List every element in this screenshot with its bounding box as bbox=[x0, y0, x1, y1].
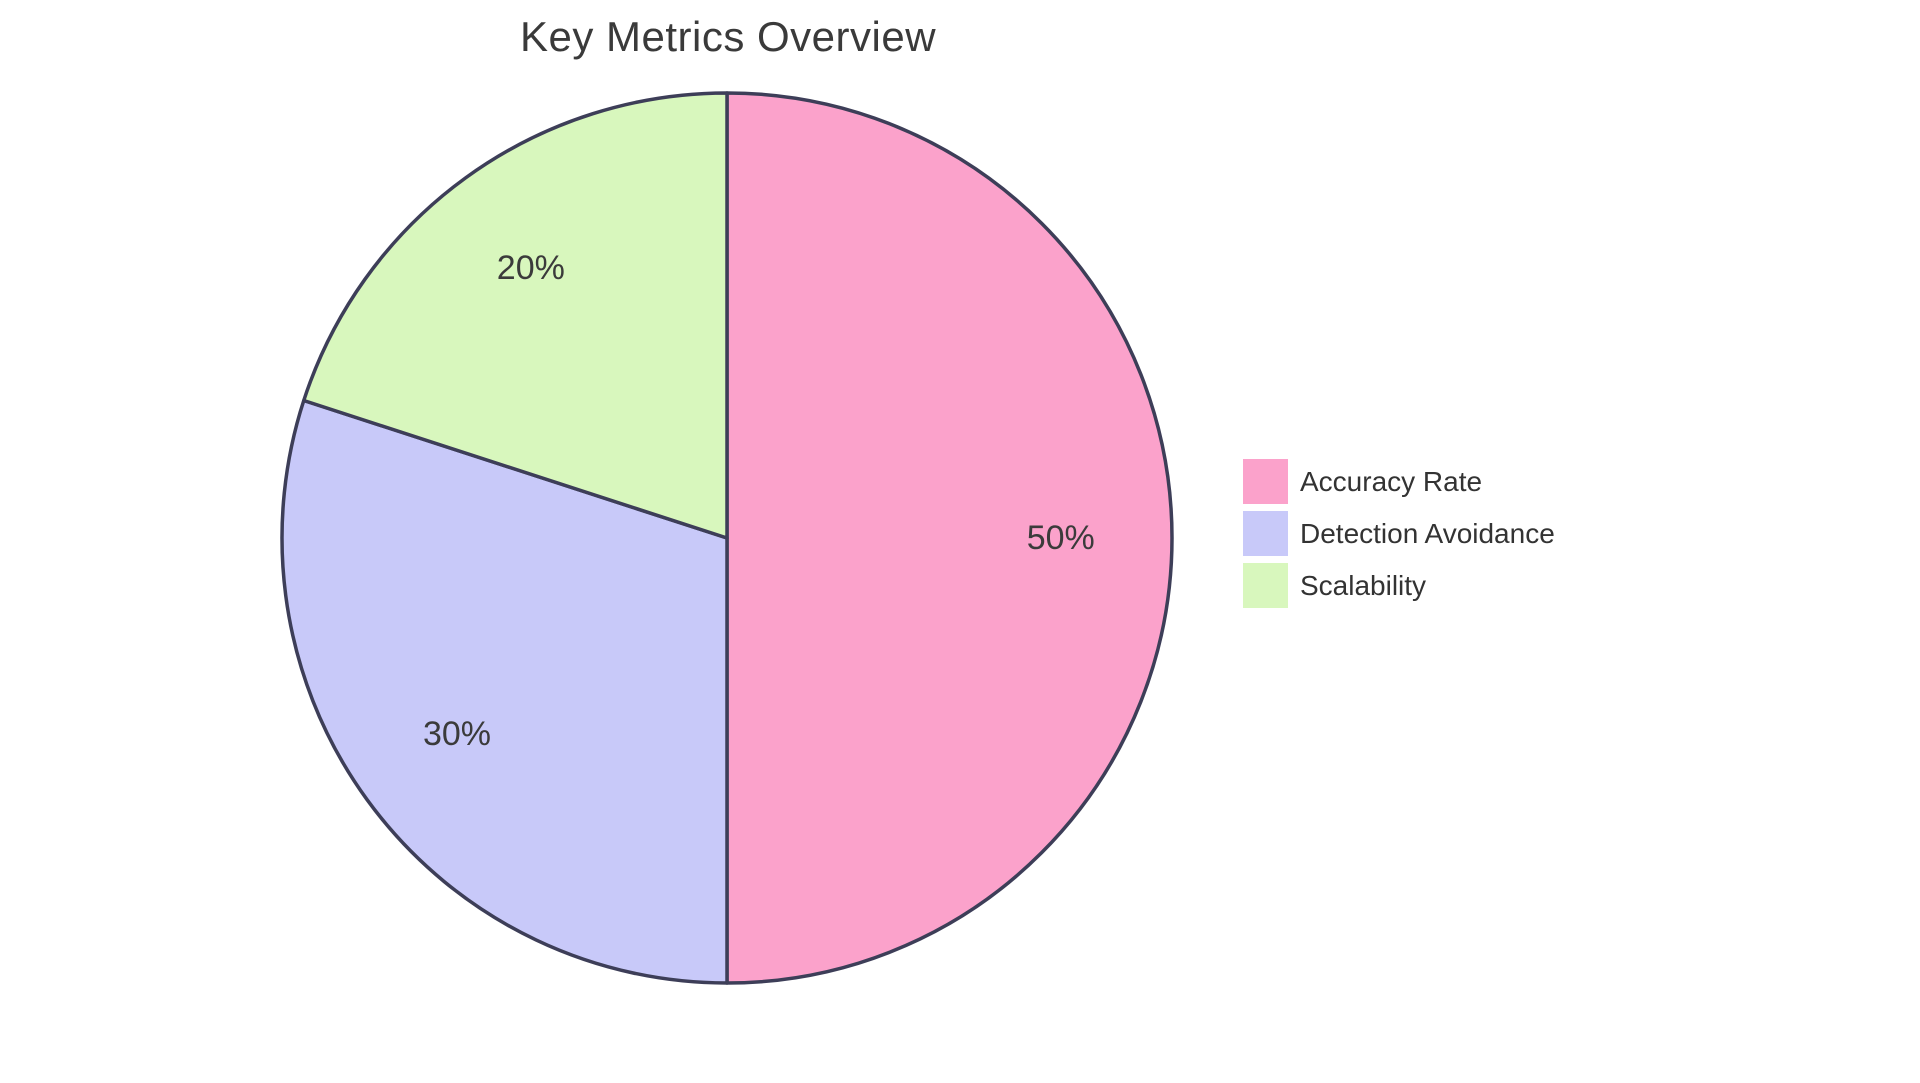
legend-label: Scalability bbox=[1300, 569, 1427, 601]
slice-percent-label: 20% bbox=[497, 249, 565, 287]
legend-swatch-accuracy-rate bbox=[1243, 459, 1288, 504]
legend-swatch-scalability bbox=[1243, 563, 1288, 608]
legend-item: Scalability bbox=[1243, 563, 1555, 608]
legend-item: Detection Avoidance bbox=[1243, 511, 1555, 556]
legend-label: Accuracy Rate bbox=[1300, 465, 1483, 497]
legend-swatch-detection-avoidance bbox=[1243, 511, 1288, 556]
chart-title: Key Metrics Overview bbox=[519, 13, 937, 60]
pie-slice-accuracy-rate bbox=[725, 91, 1174, 985]
pie-slice-detection-avoidance bbox=[280, 398, 729, 985]
slice-percent-label: 50% bbox=[1027, 519, 1095, 557]
pie-slice-scalability bbox=[302, 91, 729, 540]
legend-item: Accuracy Rate bbox=[1243, 459, 1555, 504]
legend: Accuracy Rate Detection Avoidance Scalab… bbox=[1243, 459, 1555, 615]
legend-label: Detection Avoidance bbox=[1300, 517, 1555, 549]
slice-percent-label: 30% bbox=[423, 715, 491, 753]
